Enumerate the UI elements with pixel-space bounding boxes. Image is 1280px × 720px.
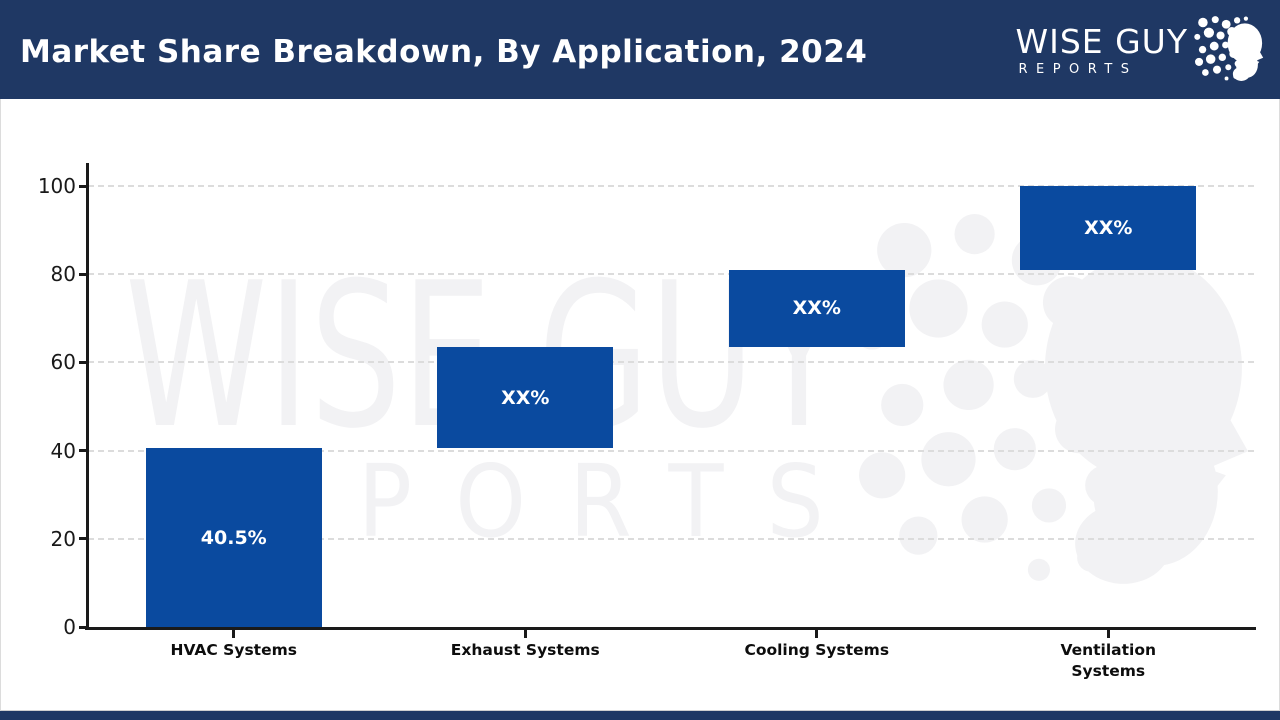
y-axis-tick-mark bbox=[79, 360, 87, 364]
x-axis-tick-mark bbox=[815, 630, 819, 638]
y-axis-tick-mark bbox=[79, 184, 87, 188]
brand-logo: WISE GUY REPORTS bbox=[1015, 10, 1266, 92]
y-axis-tick-mark bbox=[79, 449, 87, 453]
page-title: Market Share Breakdown, By Application, … bbox=[20, 34, 868, 70]
x-axis-category-label: Ventilation Systems bbox=[1060, 641, 1157, 680]
gridline-60 bbox=[88, 361, 1254, 364]
brand-dotted-face-icon bbox=[1192, 14, 1266, 88]
bar-1: 40.5% bbox=[145, 448, 322, 627]
y-axis-tick-mark bbox=[79, 272, 87, 276]
y-axis-tick-label: 40 bbox=[50, 438, 76, 463]
bar-value-label: XX% bbox=[792, 297, 841, 320]
x-axis-category-label: Exhaust Systems bbox=[450, 641, 600, 659]
y-axis-tick-label: 80 bbox=[50, 262, 76, 287]
brand-subtitle: REPORTS bbox=[1018, 62, 1138, 78]
bar-value-label: XX% bbox=[1084, 216, 1133, 239]
x-axis-category-label: HVAC Systems bbox=[170, 641, 297, 659]
y-axis-tick-label: 0 bbox=[63, 615, 76, 639]
y-axis-tick-label: 100 bbox=[37, 174, 76, 198]
bar-2: XX% bbox=[437, 346, 614, 449]
footer-accent-bar bbox=[0, 711, 1280, 720]
x-axis-category-label: Cooling Systems bbox=[744, 641, 890, 659]
x-axis-line bbox=[85, 627, 1256, 630]
x-axis-tick-mark bbox=[232, 630, 236, 638]
x-axis-tick-mark bbox=[1106, 630, 1110, 638]
y-axis-line bbox=[86, 163, 89, 630]
y-axis-tick-mark bbox=[79, 537, 87, 541]
gridline-20 bbox=[88, 537, 1254, 540]
brand-logo-text: WISE GUY REPORTS bbox=[1015, 21, 1188, 78]
y-axis-tick-label: 60 bbox=[50, 350, 76, 375]
bar-value-label: XX% bbox=[501, 386, 550, 409]
gridline-100 bbox=[88, 185, 1254, 187]
bar-value-label: 40.5% bbox=[200, 526, 267, 549]
brand-name: WISE GUY bbox=[1015, 21, 1188, 61]
bar-4: XX% bbox=[1020, 186, 1197, 270]
y-axis-tick-label: 20 bbox=[50, 526, 76, 551]
y-axis-tick-mark bbox=[79, 625, 87, 629]
bar-3: XX% bbox=[728, 269, 905, 347]
x-axis-tick-mark bbox=[523, 630, 527, 638]
gridline-40 bbox=[88, 449, 1254, 452]
gridline-80 bbox=[88, 273, 1254, 276]
header-bar: Market Share Breakdown, By Application, … bbox=[0, 0, 1280, 99]
